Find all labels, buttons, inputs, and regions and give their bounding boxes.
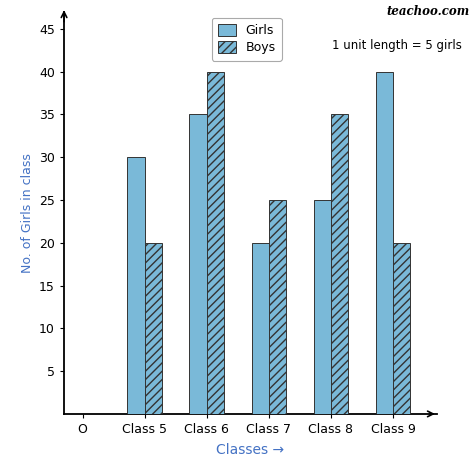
Bar <box>393 243 410 414</box>
Text: teachoo.com: teachoo.com <box>386 5 469 18</box>
Text: 1 unit length = 5 girls: 1 unit length = 5 girls <box>332 39 462 52</box>
Bar <box>207 72 224 414</box>
Bar <box>190 114 207 414</box>
Legend: Girls, Boys: Girls, Boys <box>212 18 282 60</box>
Bar <box>128 157 145 414</box>
Bar <box>314 200 331 414</box>
Bar <box>331 114 348 414</box>
Bar <box>376 72 393 414</box>
Bar <box>269 200 286 414</box>
Bar <box>252 243 269 414</box>
Bar <box>145 243 162 414</box>
Y-axis label: No. of Girls in class: No. of Girls in class <box>20 153 34 273</box>
X-axis label: Classes →: Classes → <box>216 443 284 457</box>
